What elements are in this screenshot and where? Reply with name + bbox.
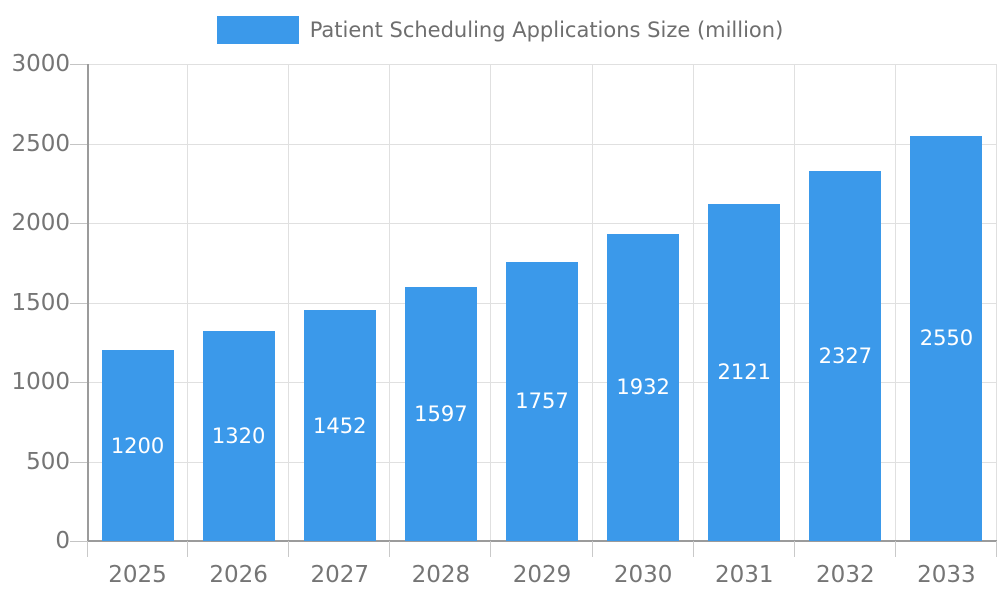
gridline-vertical bbox=[692, 64, 694, 541]
bar-value-label: 2327 bbox=[818, 344, 873, 368]
x-axis-tick bbox=[894, 541, 896, 557]
x-axis-label: 2029 bbox=[512, 562, 572, 588]
bar[interactable]: 2327 bbox=[809, 171, 882, 541]
y-axis-label: 2000 bbox=[11, 210, 70, 236]
bar[interactable]: 1320 bbox=[202, 331, 275, 541]
bar[interactable]: 1597 bbox=[404, 287, 477, 541]
x-axis-label: 2025 bbox=[108, 562, 167, 588]
legend-swatch bbox=[216, 16, 299, 44]
x-axis-label: 2033 bbox=[917, 562, 976, 588]
gridline-vertical bbox=[996, 64, 997, 541]
gridline-vertical bbox=[389, 64, 391, 541]
gridline-horizontal bbox=[87, 143, 997, 145]
y-axis-label: 1000 bbox=[11, 369, 70, 395]
x-axis-tick bbox=[288, 541, 290, 557]
legend-label: Patient Scheduling Applications Size (mi… bbox=[309, 18, 784, 42]
bar-value-label: 2121 bbox=[717, 360, 771, 385]
gridline-vertical bbox=[894, 64, 896, 541]
x-axis-tick bbox=[187, 541, 189, 557]
bar-value-label: 1757 bbox=[515, 389, 569, 414]
x-axis-tick bbox=[389, 541, 391, 557]
gridline-vertical bbox=[490, 64, 492, 541]
gridline-horizontal bbox=[87, 223, 997, 224]
bar-value-label: 1200 bbox=[110, 433, 165, 458]
plot-area: 1200 1320 1452 1597 1757 1932 2121 2327 2550 bbox=[87, 64, 997, 542]
y-axis-tick bbox=[70, 302, 87, 304]
bar-value-label: 1597 bbox=[414, 402, 468, 427]
y-axis-tick bbox=[70, 64, 87, 65]
bar-value-label: 2550 bbox=[919, 326, 974, 351]
x-axis-label: 2027 bbox=[310, 562, 370, 588]
gridline-vertical bbox=[591, 64, 593, 541]
y-axis-line bbox=[87, 64, 89, 541]
gridline-vertical bbox=[187, 64, 189, 541]
x-axis-tick bbox=[793, 541, 795, 557]
y-axis-label: 3000 bbox=[11, 51, 70, 77]
y-axis-label: 2500 bbox=[11, 130, 70, 157]
y-axis-tick bbox=[70, 382, 87, 383]
x-axis-tick bbox=[692, 541, 694, 557]
x-axis-label: 2031 bbox=[714, 562, 774, 588]
bar[interactable]: 1452 bbox=[303, 310, 376, 541]
x-axis-line bbox=[87, 540, 997, 542]
x-axis-tick bbox=[490, 541, 492, 557]
gridline-vertical bbox=[793, 64, 795, 541]
x-axis-label: 2028 bbox=[411, 562, 471, 588]
x-axis-label: 2030 bbox=[613, 562, 673, 588]
x-axis-tick bbox=[87, 541, 88, 557]
y-axis-tick bbox=[70, 541, 87, 542]
x-axis-label: 2032 bbox=[816, 562, 875, 588]
legend[interactable]: Patient Scheduling Applications Size (mi… bbox=[0, 16, 1000, 44]
gridline-vertical bbox=[288, 64, 290, 541]
gridline-horizontal bbox=[87, 64, 997, 65]
bar-value-label: 1452 bbox=[313, 413, 367, 438]
y-axis-label: 0 bbox=[55, 528, 70, 554]
y-axis-tick bbox=[70, 143, 87, 145]
x-axis-tick bbox=[996, 541, 997, 557]
y-axis-tick bbox=[70, 223, 87, 224]
bar[interactable]: 1932 bbox=[607, 233, 680, 541]
bar[interactable]: 2121 bbox=[708, 203, 781, 541]
y-axis-tick bbox=[70, 461, 87, 463]
bar[interactable]: 2550 bbox=[910, 135, 983, 541]
x-axis-tick bbox=[591, 541, 593, 557]
y-axis-label: 1500 bbox=[11, 289, 70, 316]
bar[interactable]: 1757 bbox=[506, 261, 578, 541]
y-axis-label: 500 bbox=[26, 448, 70, 475]
bar-value-label: 1932 bbox=[616, 375, 670, 400]
bar[interactable]: 1200 bbox=[101, 350, 174, 541]
bar-value-label: 1320 bbox=[211, 424, 266, 449]
x-axis-label: 2026 bbox=[209, 562, 268, 588]
